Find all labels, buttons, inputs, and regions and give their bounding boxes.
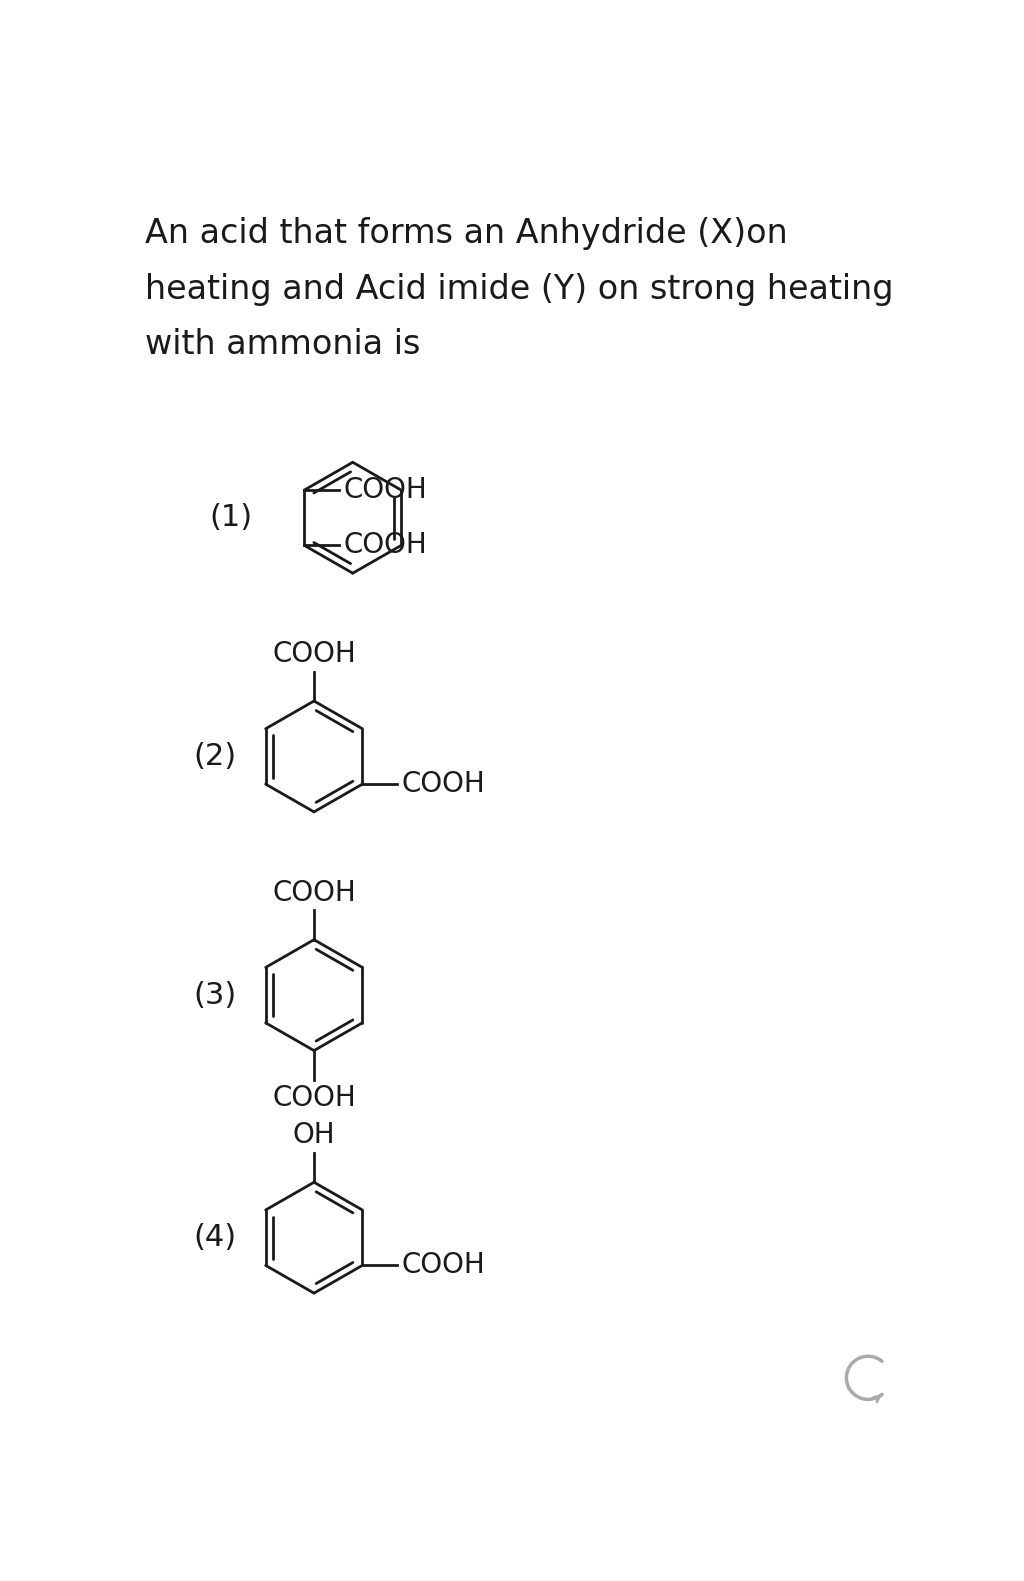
- Text: COOH: COOH: [343, 531, 427, 560]
- Text: OH: OH: [293, 1121, 335, 1149]
- Text: with ammonia is: with ammonia is: [145, 329, 421, 362]
- Text: COOH: COOH: [272, 879, 356, 906]
- Text: COOH: COOH: [272, 1083, 356, 1111]
- Text: (2): (2): [194, 741, 237, 772]
- Text: COOH: COOH: [401, 770, 484, 798]
- Text: heating and Acid imide (Y) on strong heating: heating and Acid imide (Y) on strong hea…: [145, 274, 894, 305]
- Text: An acid that forms an Anhydride (X)on: An acid that forms an Anhydride (X)on: [145, 218, 787, 250]
- Text: COOH: COOH: [343, 476, 427, 504]
- Text: COOH: COOH: [272, 640, 356, 667]
- Text: COOH: COOH: [401, 1252, 484, 1279]
- Text: (4): (4): [194, 1224, 237, 1252]
- Text: (3): (3): [194, 980, 238, 1010]
- Text: (1): (1): [209, 503, 253, 533]
